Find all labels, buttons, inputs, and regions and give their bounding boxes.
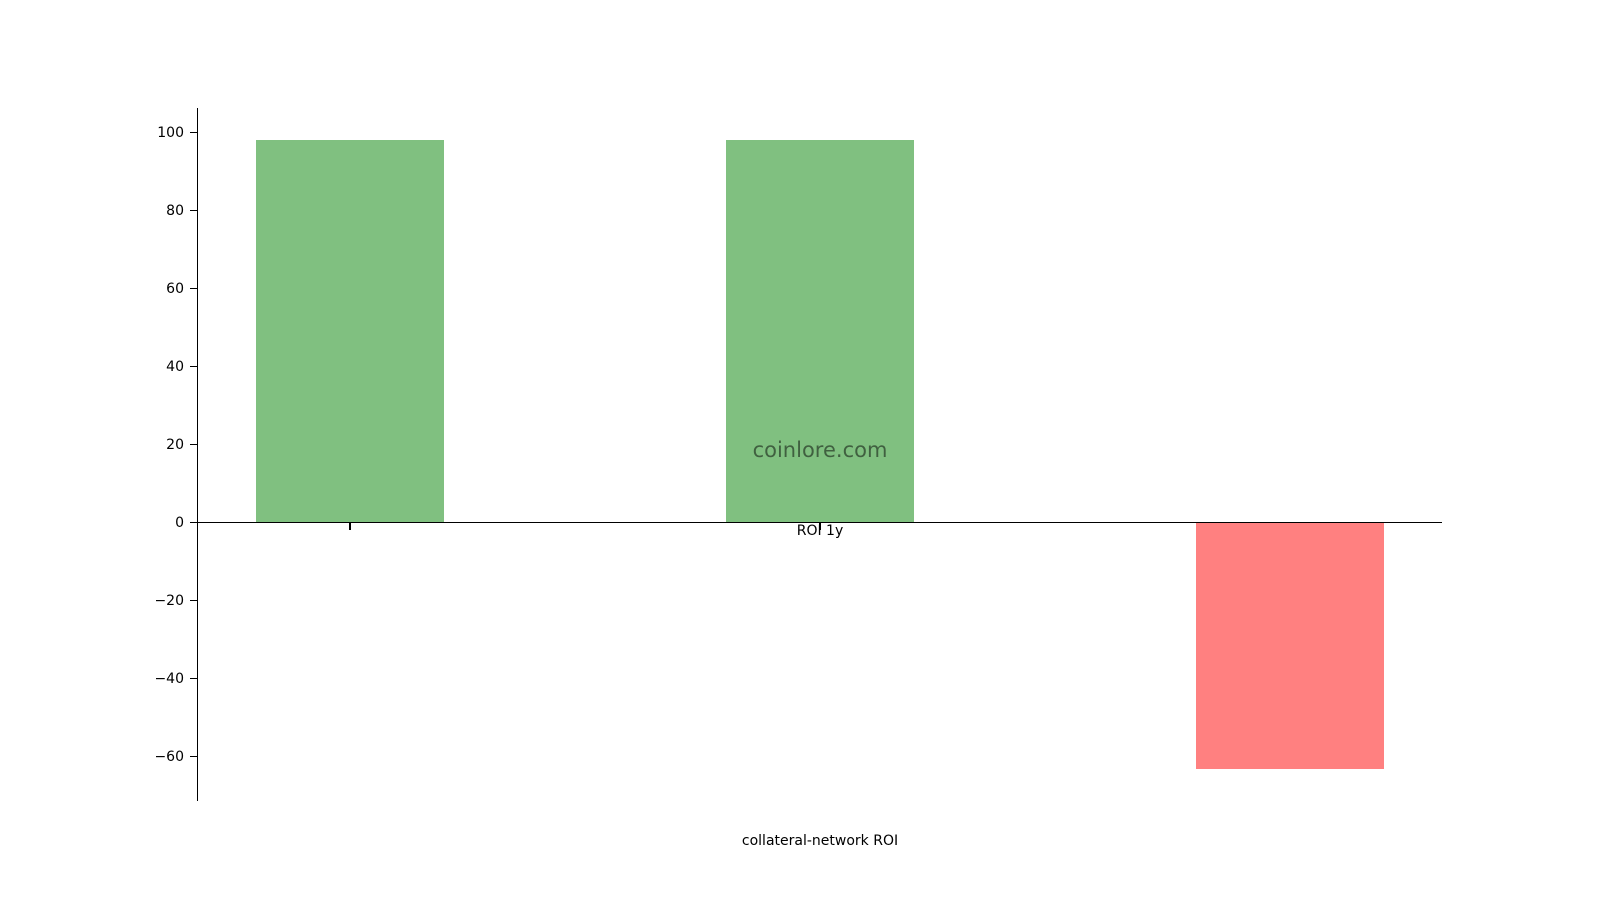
y-tick-80 <box>189 209 197 212</box>
bar-1-roi-1y <box>726 139 914 523</box>
x-tick-label-roi-1y: ROI 1y <box>796 523 844 539</box>
y-tick-label-80: 80 <box>166 202 184 219</box>
y-tick-label--20: −20 <box>154 592 184 609</box>
y-tick-label-60: 60 <box>166 280 184 297</box>
x-axis-title: collateral-network ROI <box>741 833 899 849</box>
x-tick-0 <box>349 522 351 530</box>
y-tick--60 <box>189 755 197 758</box>
y-tick-100 <box>189 131 197 134</box>
bar-0 <box>256 139 444 523</box>
y-axis-spine <box>196 108 198 801</box>
y-tick--40 <box>189 677 197 680</box>
y-tick--20 <box>189 599 197 602</box>
y-tick-label--40: −40 <box>154 670 184 687</box>
watermark: coinlore.com <box>752 438 888 462</box>
y-tick-0 <box>189 521 197 524</box>
y-tick-label--60: −60 <box>154 748 184 765</box>
y-tick-label-40: 40 <box>166 358 184 375</box>
y-tick-label-0: 0 <box>175 514 184 531</box>
x-axis-line <box>196 521 1442 524</box>
y-tick-label-20: 20 <box>166 436 184 453</box>
x-tick-1 <box>819 522 821 530</box>
y-tick-label-100: 100 <box>157 124 184 141</box>
bar-2 <box>1196 522 1384 769</box>
y-tick-40 <box>189 365 197 368</box>
y-tick-20 <box>189 443 197 446</box>
y-tick-60 <box>189 287 197 290</box>
